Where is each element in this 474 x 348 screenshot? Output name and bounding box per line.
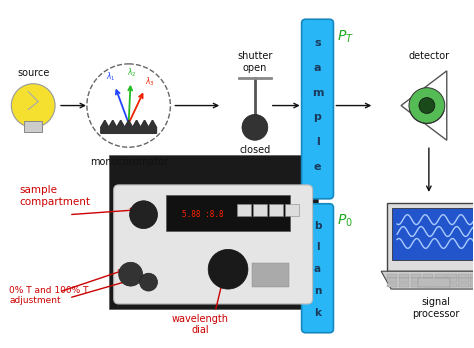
Text: 0% T and 100% T
adjustment: 0% T and 100% T adjustment (9, 286, 89, 306)
FancyBboxPatch shape (435, 278, 445, 283)
FancyBboxPatch shape (410, 274, 421, 278)
FancyBboxPatch shape (423, 274, 433, 278)
Polygon shape (121, 120, 125, 133)
Text: n: n (314, 286, 321, 296)
Text: a: a (314, 63, 321, 73)
Text: 5.88 :8.8: 5.88 :8.8 (182, 210, 224, 219)
Text: b: b (314, 221, 321, 231)
Polygon shape (153, 120, 156, 133)
Polygon shape (113, 120, 117, 133)
FancyBboxPatch shape (399, 278, 409, 283)
FancyBboxPatch shape (392, 208, 474, 260)
FancyBboxPatch shape (423, 278, 433, 283)
FancyBboxPatch shape (458, 278, 469, 283)
Polygon shape (381, 271, 474, 289)
Polygon shape (125, 120, 128, 133)
FancyBboxPatch shape (435, 283, 445, 287)
Circle shape (409, 88, 445, 124)
FancyBboxPatch shape (410, 278, 421, 283)
Text: l: l (316, 243, 319, 252)
Circle shape (242, 114, 268, 140)
FancyBboxPatch shape (447, 278, 457, 283)
FancyBboxPatch shape (470, 274, 474, 278)
FancyBboxPatch shape (301, 19, 333, 199)
Circle shape (11, 84, 55, 127)
Polygon shape (133, 120, 137, 133)
FancyBboxPatch shape (114, 185, 312, 304)
Circle shape (139, 273, 157, 291)
Polygon shape (117, 120, 121, 133)
Circle shape (118, 262, 143, 286)
FancyBboxPatch shape (285, 204, 299, 216)
Text: detector: detector (408, 51, 449, 61)
Polygon shape (141, 120, 145, 133)
FancyBboxPatch shape (458, 283, 469, 287)
Text: p: p (314, 112, 321, 122)
FancyBboxPatch shape (166, 195, 290, 230)
FancyBboxPatch shape (109, 155, 318, 309)
FancyBboxPatch shape (418, 278, 450, 287)
Circle shape (419, 98, 435, 113)
Text: m: m (312, 88, 323, 98)
FancyBboxPatch shape (301, 204, 333, 333)
Polygon shape (148, 120, 153, 133)
Text: monochromator: monochromator (90, 157, 168, 167)
FancyBboxPatch shape (435, 274, 445, 278)
Text: shutter: shutter (237, 51, 273, 61)
Polygon shape (128, 120, 133, 133)
Polygon shape (101, 120, 105, 133)
Text: $\lambda_2$: $\lambda_2$ (127, 67, 137, 79)
Polygon shape (145, 120, 148, 133)
FancyBboxPatch shape (387, 278, 397, 283)
Text: processor: processor (412, 309, 459, 319)
FancyBboxPatch shape (269, 204, 283, 216)
FancyBboxPatch shape (447, 274, 457, 278)
FancyBboxPatch shape (253, 204, 267, 216)
Text: a: a (314, 264, 321, 274)
Polygon shape (105, 120, 109, 133)
FancyBboxPatch shape (387, 203, 474, 271)
Text: $\lambda_3$: $\lambda_3$ (145, 76, 155, 88)
Text: $\lambda_1$: $\lambda_1$ (106, 71, 116, 83)
Text: $P_0$: $P_0$ (337, 213, 353, 229)
Circle shape (208, 250, 248, 289)
Text: closed: closed (239, 145, 271, 155)
Circle shape (129, 201, 157, 229)
FancyBboxPatch shape (387, 283, 397, 287)
FancyBboxPatch shape (237, 204, 251, 216)
FancyBboxPatch shape (387, 274, 397, 278)
Text: signal: signal (421, 297, 450, 307)
FancyBboxPatch shape (470, 278, 474, 283)
FancyBboxPatch shape (252, 263, 289, 287)
Text: e: e (314, 162, 321, 172)
Text: sample
compartment: sample compartment (19, 185, 90, 206)
Text: $P_T$: $P_T$ (337, 28, 355, 45)
Text: source: source (17, 68, 49, 78)
Text: k: k (314, 308, 321, 318)
FancyBboxPatch shape (447, 283, 457, 287)
Text: open: open (243, 63, 267, 73)
Text: l: l (316, 137, 319, 147)
FancyBboxPatch shape (399, 274, 409, 278)
Polygon shape (109, 120, 113, 133)
FancyBboxPatch shape (423, 283, 433, 287)
FancyBboxPatch shape (399, 283, 409, 287)
Text: s: s (314, 38, 321, 48)
FancyBboxPatch shape (470, 283, 474, 287)
FancyBboxPatch shape (410, 283, 421, 287)
Polygon shape (401, 71, 447, 140)
Polygon shape (137, 120, 141, 133)
FancyBboxPatch shape (24, 121, 42, 132)
FancyBboxPatch shape (458, 274, 469, 278)
Text: wavelength
dial: wavelength dial (172, 314, 229, 335)
